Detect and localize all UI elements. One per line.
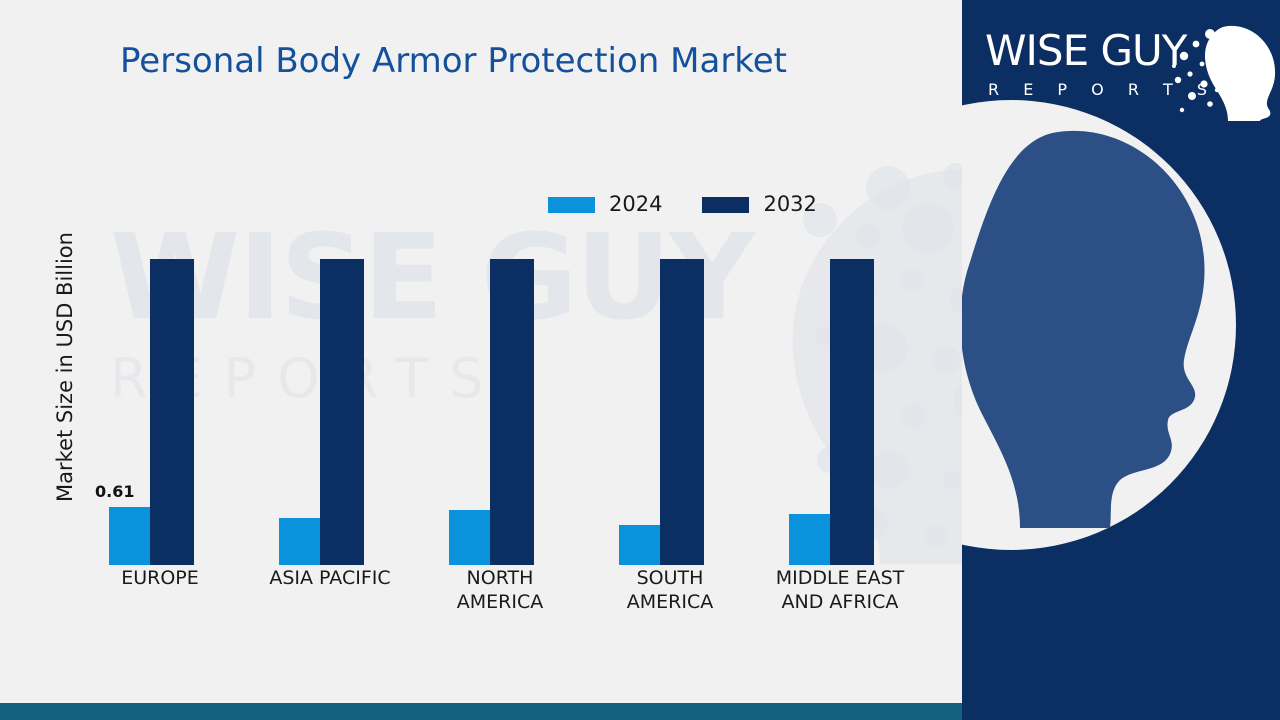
legend-label-2032: 2032 bbox=[763, 192, 817, 216]
bar-group: 0.61 bbox=[95, 240, 215, 565]
bottom-accent-strip bbox=[0, 703, 962, 720]
bar-2032[interactable] bbox=[490, 259, 534, 565]
panel-head-silhouette bbox=[962, 130, 1205, 528]
legend-item-2024[interactable]: 2024 bbox=[548, 194, 662, 215]
bar-2032[interactable] bbox=[830, 259, 874, 565]
x-axis-category-labels: EUROPE ASIA PACIFIC NORTH AMERICA SOUTH AME… bbox=[105, 566, 945, 676]
bar-2032[interactable] bbox=[320, 259, 364, 565]
bar-group bbox=[785, 240, 895, 565]
x-axis-label-asia-pacific: ASIA PACIFIC bbox=[269, 567, 391, 589]
logo-sub-text: R E P O R T S bbox=[988, 80, 1217, 99]
bar-2024[interactable] bbox=[279, 518, 323, 565]
bar-2032[interactable] bbox=[660, 259, 704, 565]
bar-group bbox=[445, 240, 555, 565]
legend-label-2024: 2024 bbox=[609, 192, 663, 216]
bar-value-label: 0.61 bbox=[95, 481, 135, 501]
chart-legend: 2024 2032 bbox=[548, 194, 817, 215]
y-axis-label: Market Size in USD Billion bbox=[53, 232, 77, 502]
bar-group bbox=[275, 240, 385, 565]
x-axis-label-south-america: SOUTH AMERICA bbox=[626, 567, 714, 614]
x-axis-label-middle-east-and-africa: MIDDLE EAST AND AFRICA bbox=[775, 567, 905, 614]
chart: Market Size in USD Billion 2024 2032 0.6… bbox=[53, 194, 945, 676]
legend-swatch-2032 bbox=[702, 196, 750, 213]
legend-swatch-2024 bbox=[548, 196, 595, 213]
bar-2032[interactable] bbox=[150, 259, 194, 565]
logo-main-text: WISE GUY bbox=[985, 26, 1187, 75]
plot-area: 0.61 bbox=[95, 240, 945, 565]
brand-panel bbox=[962, 0, 1280, 720]
wiseguy-logo: WISE GUY R E P O R T S bbox=[985, 25, 1276, 122]
bar-2024[interactable] bbox=[789, 514, 833, 565]
legend-item-2032[interactable]: 2032 bbox=[702, 192, 817, 216]
logo-head-icon bbox=[1172, 25, 1276, 122]
bar-2024[interactable] bbox=[109, 506, 153, 565]
bar-2024[interactable] bbox=[449, 509, 493, 565]
page-title: Personal Body Armor Protection Market bbox=[120, 41, 788, 81]
bar-group bbox=[615, 240, 725, 565]
bar-2024[interactable] bbox=[619, 524, 663, 565]
x-axis-label-north-america: NORTH AMERICA bbox=[456, 567, 544, 614]
x-axis-label-europe: EUROPE bbox=[121, 567, 199, 589]
